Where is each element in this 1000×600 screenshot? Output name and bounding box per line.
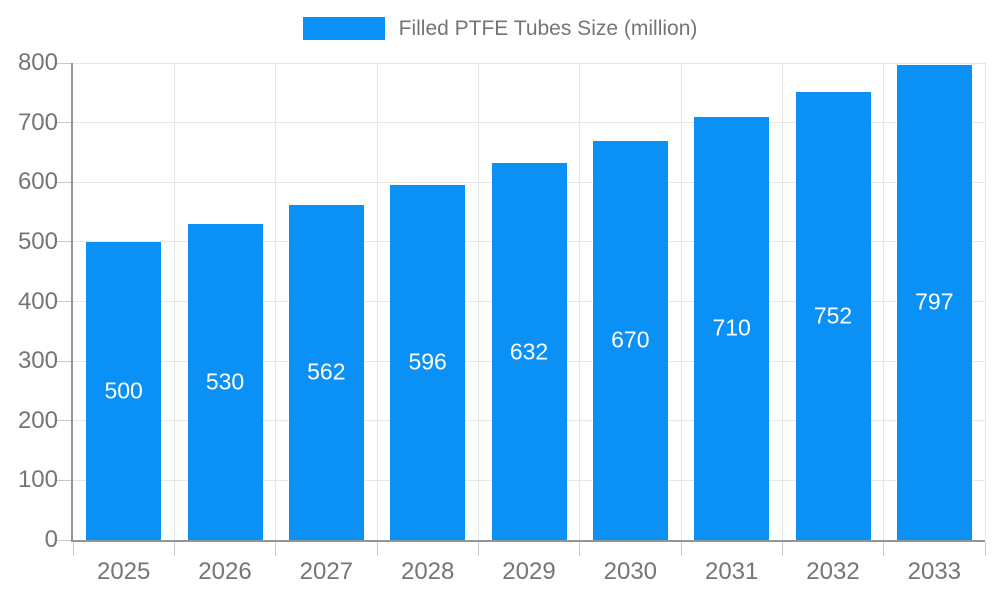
x-axis-tick-label: 2033 [907,558,962,585]
x-axis-tick-label: 2032 [806,558,860,585]
x-axis-tick [883,542,885,556]
x-axis-tick-label: 2027 [299,558,354,585]
x-axis-tick-label: 2029 [502,558,556,585]
x-axis-tick [984,542,986,556]
v-gridline [883,63,885,540]
v-gridline [781,63,783,540]
y-axis-tick-label: 700 [17,108,58,136]
bar-value-label: 710 [712,314,751,341]
bar-value-label: 530 [205,368,245,395]
legend-label: Filled PTFE Tubes Size (million) [398,17,698,40]
h-gridline [73,122,985,124]
y-axis-tick [56,479,71,481]
plot-area: 500 530 562 596 632 670 710 752 797 [56,62,986,556]
bar[interactable]: 562 [288,204,364,540]
v-gridline [680,63,682,540]
bar-value-label: 596 [408,348,447,375]
y-axis-tick [56,181,71,183]
y-axis-tick [56,539,71,541]
x-axis-tick-label: 2025 [96,558,151,585]
bar[interactable]: 710 [694,116,770,540]
v-gridline [984,63,986,540]
bar[interactable]: 670 [592,140,668,540]
x-axis-tick [72,542,74,556]
y-axis-tick-label: 0 [44,526,58,553]
v-gridline [275,63,277,540]
bar-value-label: 797 [915,288,954,315]
y-axis-tick-label: 600 [17,168,58,196]
y-axis-tick-label: 800 [17,49,58,76]
x-axis-tick [173,542,175,556]
y-axis-tick [56,301,71,302]
y-axis-tick-label: 500 [17,227,58,255]
v-gridline [477,63,479,540]
y-axis-tick-label: 200 [17,406,58,434]
y-axis-tick [56,241,71,243]
x-axis-tick-label: 2028 [400,558,455,585]
bar-value-label: 752 [813,302,853,329]
x-axis-line [71,540,985,542]
bar[interactable]: 797 [896,64,972,540]
x-axis-tick [275,542,277,556]
legend-swatch [302,17,385,40]
bar-value-label: 500 [104,377,143,404]
bar-value-label: 632 [509,338,549,365]
chart-legend[interactable]: Filled PTFE Tubes Size (million) [0,16,1000,41]
h-gridline [73,62,985,64]
y-axis-tick [56,360,71,362]
x-axis-tick [680,542,682,556]
x-axis-tick-label: 2030 [603,558,658,585]
v-gridline [579,63,581,540]
y-axis-tick [56,122,71,124]
bar-value-label: 562 [307,358,346,385]
y-axis-line [71,63,73,540]
y-axis-tick [56,62,71,64]
x-axis-tick [376,542,378,556]
bar[interactable]: 632 [491,163,567,540]
bar-value-label: 670 [611,326,650,353]
bar[interactable]: 500 [86,241,162,540]
v-gridline [376,63,378,540]
x-axis-tick-label: 2026 [198,558,252,585]
v-gridline [173,63,175,540]
x-axis-tick [477,542,479,556]
bar[interactable]: 530 [187,223,263,540]
x-axis-tick [781,542,783,556]
y-axis-tick-label: 300 [17,347,58,375]
bar[interactable]: 752 [795,91,871,540]
bar[interactable]: 596 [390,184,466,540]
y-axis-tick-label: 400 [17,287,58,315]
y-axis-tick-label: 100 [17,466,58,494]
x-axis-tick [579,542,581,556]
y-axis-tick [56,420,71,422]
x-axis-tick-label: 2031 [704,558,759,585]
